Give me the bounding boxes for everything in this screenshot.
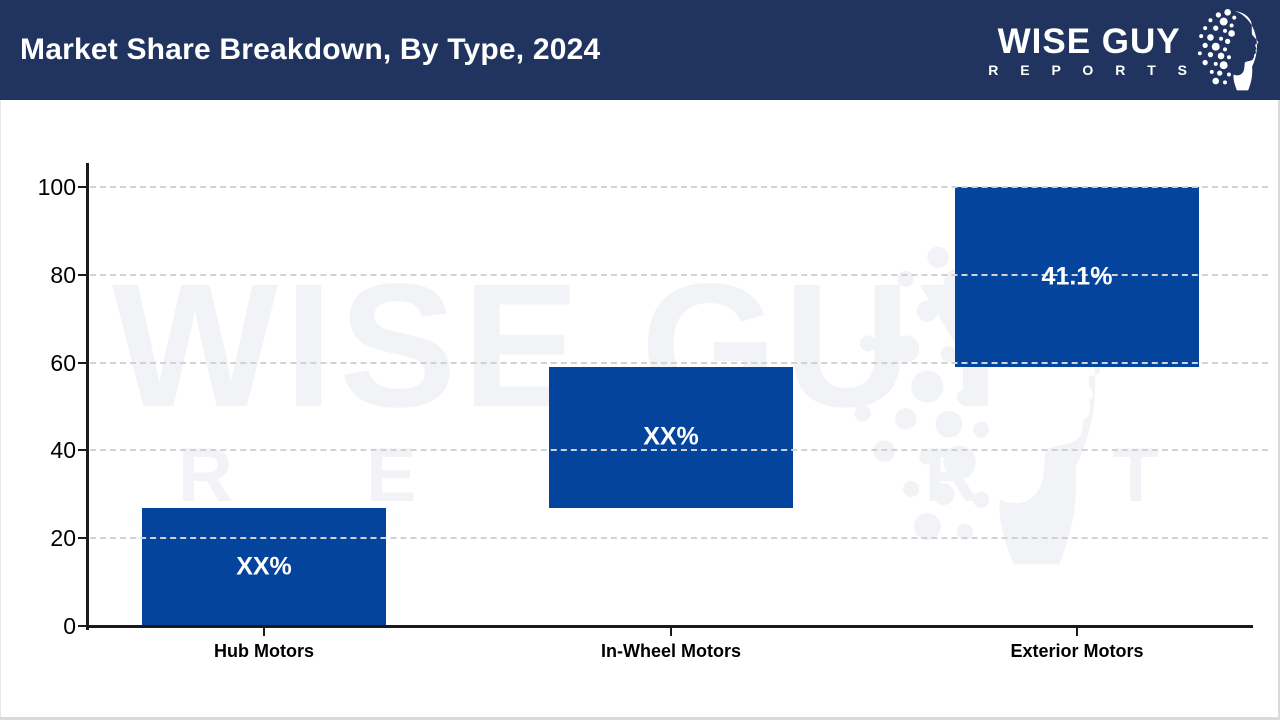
brand-logo: WISE GUY R E P O R T S <box>982 6 1268 94</box>
y-axis-line <box>86 163 89 630</box>
bar-value-label: XX% <box>643 422 699 451</box>
x-category-label: In-Wheel Motors <box>601 641 741 661</box>
x-category-label: Exterior Motors <box>1010 641 1144 661</box>
gridline-40 <box>90 449 1268 452</box>
gridline-60 <box>90 361 1268 364</box>
plot-area: 0 20 40 60 80 100 XX% Hub Motors XX% In-Wheel Mot… <box>0 100 1280 720</box>
x-tick-0 <box>263 628 265 636</box>
brand-logo-text: WISE GUY R E P O R T S <box>982 24 1196 77</box>
gridline-80 <box>90 273 1268 276</box>
bar-hub-motors <box>142 507 386 626</box>
y-tick-label-0: 0 <box>63 613 76 639</box>
page-title: Market Share Breakdown, By Type, 2024 <box>20 33 601 66</box>
gridline-20 <box>90 537 1268 540</box>
x-tick-2 <box>1076 628 1078 636</box>
brand-subtitle: R E P O R T S <box>988 61 1196 78</box>
x-axis-line <box>86 625 1253 628</box>
bar-value-label: XX% <box>236 552 292 581</box>
brand-dotted-head-icon <box>1182 7 1268 93</box>
y-tick-100 <box>78 186 86 188</box>
x-tick-1 <box>670 628 672 636</box>
gridline-100 <box>90 186 1268 188</box>
y-tick-label-60: 60 <box>50 349 76 376</box>
y-tick-60 <box>78 361 86 364</box>
y-tick-80 <box>78 273 86 276</box>
y-tick-label-20: 20 <box>50 525 76 552</box>
bar-value-label: 41.1% <box>1041 262 1113 291</box>
y-tick-0 <box>78 625 86 627</box>
bar-in-wheel-motors <box>549 366 793 508</box>
y-tick-label-80: 80 <box>50 261 76 288</box>
x-category-label: Hub Motors <box>214 641 314 661</box>
y-tick-label-40: 40 <box>50 437 76 464</box>
frame-bottom-edge <box>0 717 1280 720</box>
frame-left-edge <box>0 100 1 720</box>
bar-exterior-motors <box>955 187 1199 368</box>
y-tick-label-100: 100 <box>37 174 76 200</box>
brand-name: WISE GUY <box>997 21 1181 61</box>
y-tick-20 <box>78 537 86 540</box>
frame-right-edge <box>1278 100 1280 720</box>
header-bar: Market Share Breakdown, By Type, 2024 WI… <box>0 0 1280 100</box>
y-tick-40 <box>78 449 86 452</box>
